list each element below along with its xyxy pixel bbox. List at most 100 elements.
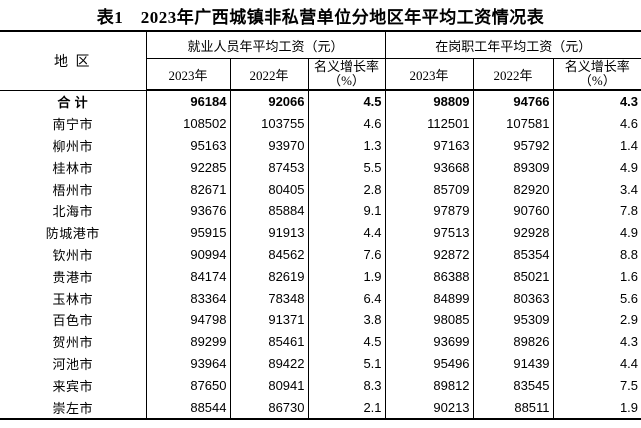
- value-cell: 82619: [229, 265, 308, 288]
- value-cell: 92928: [472, 221, 554, 244]
- region-cell: 贵港市: [52, 269, 93, 285]
- value-cell: 9.1: [307, 199, 386, 222]
- value-cell: 107581: [472, 112, 554, 135]
- value-cell: 93699: [384, 330, 474, 353]
- region-cell: 钦州市: [52, 247, 93, 263]
- value-cell: 92066: [229, 90, 308, 113]
- value-cell: 8.3: [307, 374, 386, 397]
- region-cell: 梧州市: [52, 182, 93, 198]
- column-header-2022-a: 2022年: [229, 58, 308, 91]
- table-row: 贺州市 89299 85461 4.5 93699 89826 4.3: [0, 330, 641, 353]
- value-cell: 90213: [384, 396, 474, 419]
- value-cell: 6.4: [307, 287, 386, 309]
- value-cell: 83364: [145, 287, 230, 309]
- value-cell: 2.8: [307, 178, 386, 200]
- value-cell: 85354: [472, 243, 554, 266]
- value-cell: 4.9: [552, 221, 641, 244]
- value-cell: 94798: [145, 308, 230, 331]
- value-cell: 3.4: [552, 178, 641, 200]
- value-cell: 93676: [145, 199, 230, 222]
- value-cell: 82920: [472, 178, 554, 200]
- value-cell: 87453: [229, 156, 308, 179]
- value-cell: 97879: [384, 199, 474, 222]
- value-cell: 4.4: [307, 221, 386, 244]
- value-cell: 98809: [384, 90, 474, 113]
- table-row: 玉林市 83364 78348 6.4 84899 80363 5.6: [0, 287, 641, 309]
- value-cell: 84562: [229, 243, 308, 266]
- region-cell: 崇左市: [52, 400, 93, 416]
- value-cell: 85021: [472, 265, 554, 288]
- region-cell: 防城港市: [45, 226, 100, 242]
- value-cell: 1.9: [552, 396, 641, 419]
- value-cell: 95915: [145, 221, 230, 244]
- table-row: 梧州市 82671 80405 2.8 85709 82920 3.4: [0, 178, 641, 200]
- region-cell: 南宁市: [52, 117, 93, 133]
- value-cell: 93970: [229, 134, 308, 157]
- value-cell: 4.3: [552, 90, 641, 113]
- page-title: 表1 2023年广西城镇非私营单位分地区年平均工资情况表: [96, 7, 545, 27]
- value-cell: 88511: [472, 396, 554, 419]
- value-cell: 82671: [145, 178, 230, 200]
- column-header-growth-a: 名义增长率 （%）: [307, 58, 386, 91]
- value-cell: 84174: [145, 265, 230, 288]
- value-cell: 4.9: [552, 156, 641, 179]
- value-cell: 4.5: [307, 90, 386, 113]
- value-cell: 90760: [472, 199, 554, 222]
- table-row: 钦州市 90994 84562 7.6 92872 85354 8.8: [0, 243, 641, 266]
- value-cell: 80405: [229, 178, 308, 200]
- value-cell: 89826: [472, 330, 554, 353]
- value-cell: 7.8: [552, 199, 641, 222]
- value-cell: 89422: [229, 352, 308, 375]
- region-cell: 贺州市: [52, 335, 93, 351]
- header-group-row: 地 区 就业人员年平均工资（元） 在岗职工年平均工资（元）: [0, 31, 641, 91]
- value-cell: 1.6: [552, 265, 641, 288]
- value-cell: 94766: [472, 90, 554, 113]
- table-row: 防城港市 95915 91913 4.4 97513 92928 4.9: [0, 221, 641, 244]
- value-cell: 4.6: [552, 112, 641, 135]
- value-cell: 86730: [229, 396, 308, 419]
- value-cell: 1.4: [552, 134, 641, 157]
- table-row: 河池市 93964 89422 5.1 95496 91439 4.4: [0, 352, 641, 375]
- table-body: 合 计 96184 92066 4.5 98809 94766 4.3 南宁市 108502 10…: [0, 90, 641, 419]
- growth-label: 名义增长率: [564, 58, 630, 74]
- value-cell: 93668: [384, 156, 474, 179]
- table-row: 北海市 93676 85884 9.1 97879 90760 7.8: [0, 199, 641, 222]
- value-cell: 83545: [472, 374, 554, 397]
- value-cell: 85461: [229, 330, 308, 353]
- growth-unit: （%）: [328, 73, 365, 88]
- value-cell: 87650: [145, 374, 230, 397]
- column-header-2023-a: 2023年: [145, 58, 230, 91]
- value-cell: 95792: [472, 134, 554, 157]
- column-group-employed-wage: 就业人员年平均工资（元）: [145, 31, 386, 59]
- value-cell: 2.1: [307, 396, 386, 419]
- value-cell: 97163: [384, 134, 474, 157]
- value-cell: 92872: [384, 243, 474, 266]
- value-cell: 91439: [472, 352, 554, 375]
- region-cell: 河池市: [52, 356, 93, 372]
- region-cell: 柳州市: [52, 138, 93, 154]
- value-cell: 7.6: [307, 243, 386, 266]
- table-row: 来宾市 87650 80941 8.3 89812 83545 7.5: [0, 374, 641, 397]
- value-cell: 1.9: [307, 265, 386, 288]
- value-cell: 86388: [384, 265, 474, 288]
- region-cell: 北海市: [52, 204, 93, 220]
- value-cell: 3.8: [307, 308, 386, 331]
- value-cell: 91913: [229, 221, 308, 244]
- value-cell: 95163: [145, 134, 230, 157]
- value-cell: 85709: [384, 178, 474, 200]
- growth-unit: （%）: [578, 73, 616, 88]
- value-cell: 88544: [145, 396, 230, 419]
- region-cell: 来宾市: [52, 378, 93, 394]
- value-cell: 95309: [472, 308, 554, 331]
- region-cell: 桂林市: [52, 160, 93, 176]
- value-cell: 91371: [229, 308, 308, 331]
- value-cell: 5.5: [307, 156, 386, 179]
- column-header-growth-b: 名义增长率 （%）: [552, 58, 641, 91]
- value-cell: 93964: [145, 352, 230, 375]
- value-cell: 96184: [145, 90, 230, 113]
- value-cell: 4.4: [552, 352, 641, 375]
- value-cell: 112501: [384, 112, 474, 135]
- value-cell: 5.1: [307, 352, 386, 375]
- value-cell: 8.8: [552, 243, 641, 266]
- value-cell: 1.3: [307, 134, 386, 157]
